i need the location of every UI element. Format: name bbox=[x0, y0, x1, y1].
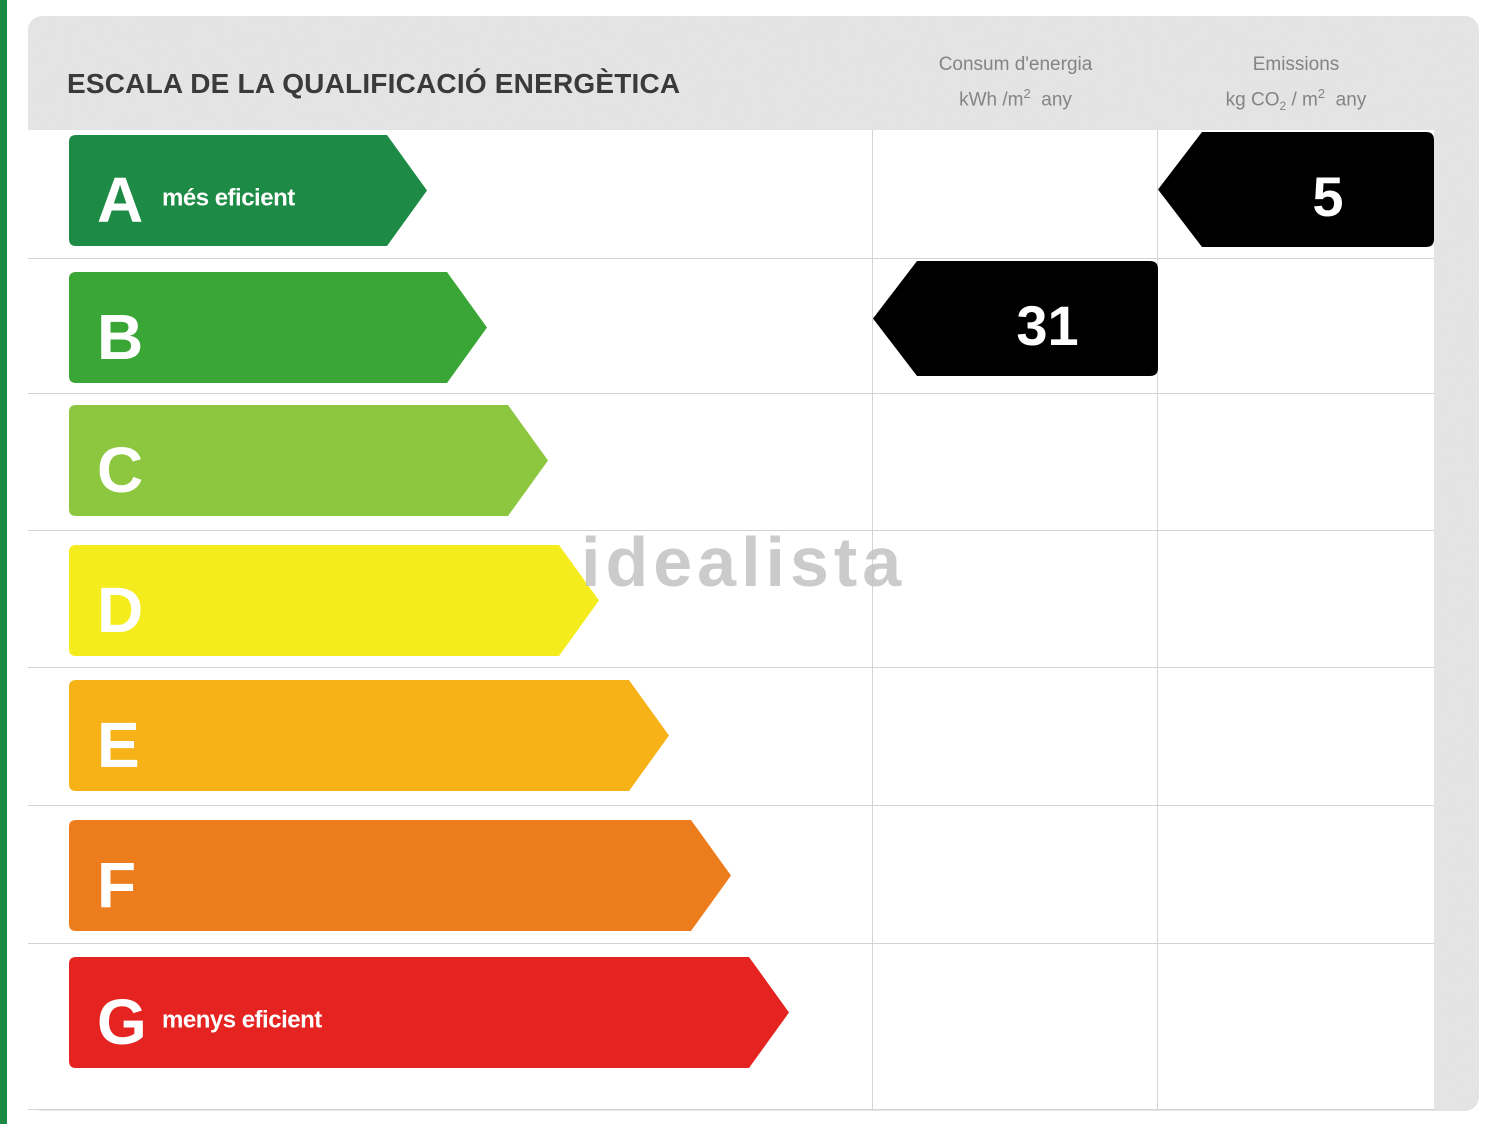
svg-text:F: F bbox=[97, 849, 136, 921]
svg-text:més eficient: més eficient bbox=[162, 185, 295, 212]
svg-text:D: D bbox=[97, 574, 143, 646]
svg-text:C: C bbox=[97, 434, 143, 506]
svg-text:31: 31 bbox=[1016, 294, 1078, 357]
svg-text:5: 5 bbox=[1312, 165, 1343, 228]
svg-text:G: G bbox=[97, 986, 147, 1058]
svg-text:B: B bbox=[97, 301, 143, 373]
svg-text:E: E bbox=[97, 709, 140, 781]
svg-text:menys eficient: menys eficient bbox=[162, 1007, 322, 1034]
svg-text:A: A bbox=[97, 164, 143, 236]
